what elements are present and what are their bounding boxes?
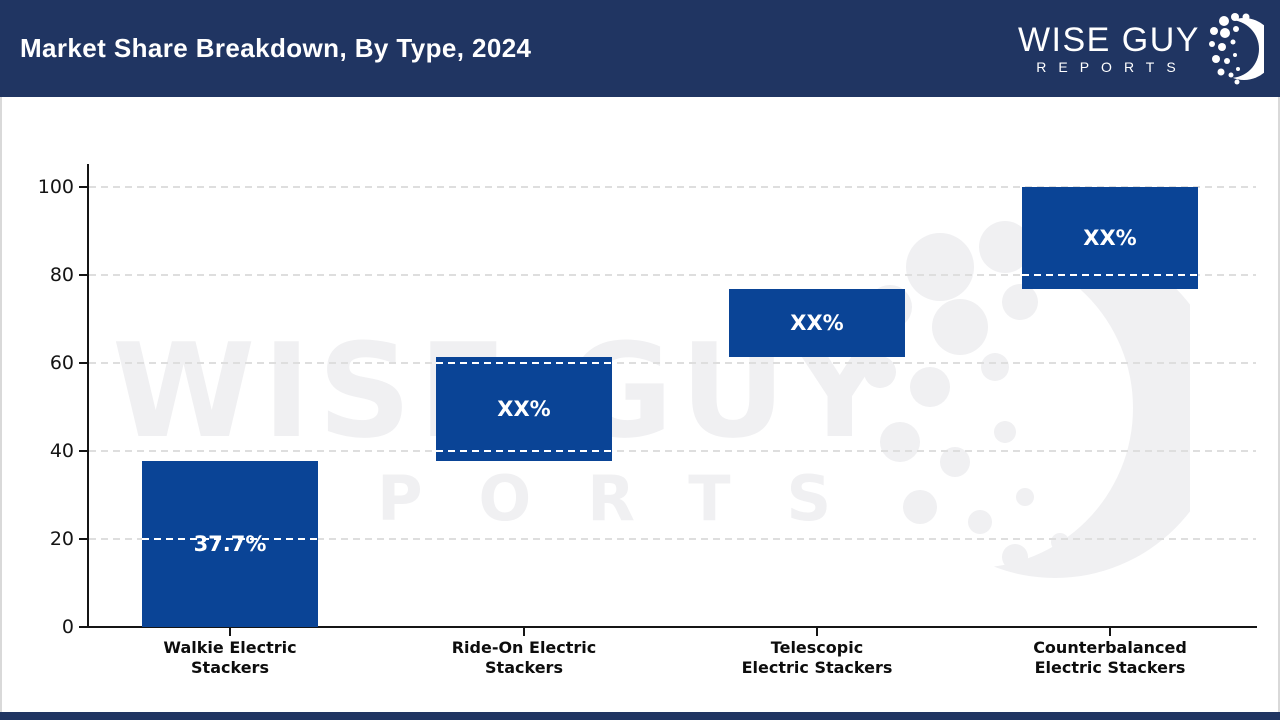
y-tick-mark xyxy=(79,538,87,540)
bar-segment xyxy=(142,461,318,627)
gridline-over-bar xyxy=(142,537,318,540)
gridline-100 xyxy=(89,186,1256,188)
brand-logo: WISE GUY REPORTS xyxy=(1018,8,1264,90)
brand-subname: REPORTS xyxy=(1036,59,1188,76)
x-category-label: Counterbalanced Electric Stackers xyxy=(1033,638,1187,677)
y-tick-mark xyxy=(79,274,87,276)
gridline-80 xyxy=(89,274,1256,276)
bar-segment xyxy=(436,356,612,462)
y-tick-mark xyxy=(79,450,87,452)
gridline-over-bar xyxy=(436,449,612,452)
gridline-over-bar xyxy=(436,361,612,364)
x-tick-mark xyxy=(229,628,231,636)
y-tick-label: 0 xyxy=(61,616,74,638)
gridline-over-bar xyxy=(1022,274,1198,276)
y-tick-label: 100 xyxy=(37,176,74,198)
bar-segment xyxy=(1022,187,1198,289)
bar-value-label: 37.7% xyxy=(193,532,267,557)
gridline-40 xyxy=(89,450,1256,452)
x-category-label: Ride-On Electric Stackers xyxy=(451,638,597,677)
y-tick-mark xyxy=(79,626,87,628)
right-border xyxy=(1278,97,1280,712)
bar-value-label: XX% xyxy=(790,310,844,335)
footer-bar xyxy=(0,712,1280,720)
y-tick-label: 20 xyxy=(49,528,74,550)
y-tick-label: 60 xyxy=(49,352,74,374)
x-category-label: Walkie Electric Stackers xyxy=(163,638,297,677)
y-tick-mark xyxy=(79,186,87,188)
bar-value-label: XX% xyxy=(497,396,551,421)
x-tick-mark xyxy=(523,628,525,636)
y-tick-mark xyxy=(79,362,87,364)
brand-head-icon xyxy=(1209,13,1264,85)
x-category-label: Telescopic Electric Stackers xyxy=(741,638,893,677)
bar-value-label: XX% xyxy=(1083,225,1137,250)
x-axis-line xyxy=(87,626,1257,628)
header-bar: Market Share Breakdown, By Type, 2024 WI… xyxy=(0,0,1280,97)
gridline-60 xyxy=(89,362,1256,364)
brand-name: WISE GUY xyxy=(1017,20,1200,59)
x-tick-mark xyxy=(1109,628,1111,636)
y-axis-line xyxy=(87,164,89,628)
left-border xyxy=(0,97,2,712)
brand-logo-text: WISE GUY REPORTS xyxy=(1017,20,1200,76)
x-tick-mark xyxy=(816,628,818,636)
bar-segment xyxy=(729,288,905,357)
page-title: Market Share Breakdown, By Type, 2024 xyxy=(20,33,532,63)
gridline-20 xyxy=(89,538,1256,540)
y-tick-label: 40 xyxy=(49,440,74,462)
y-tick-label: 80 xyxy=(49,264,74,286)
